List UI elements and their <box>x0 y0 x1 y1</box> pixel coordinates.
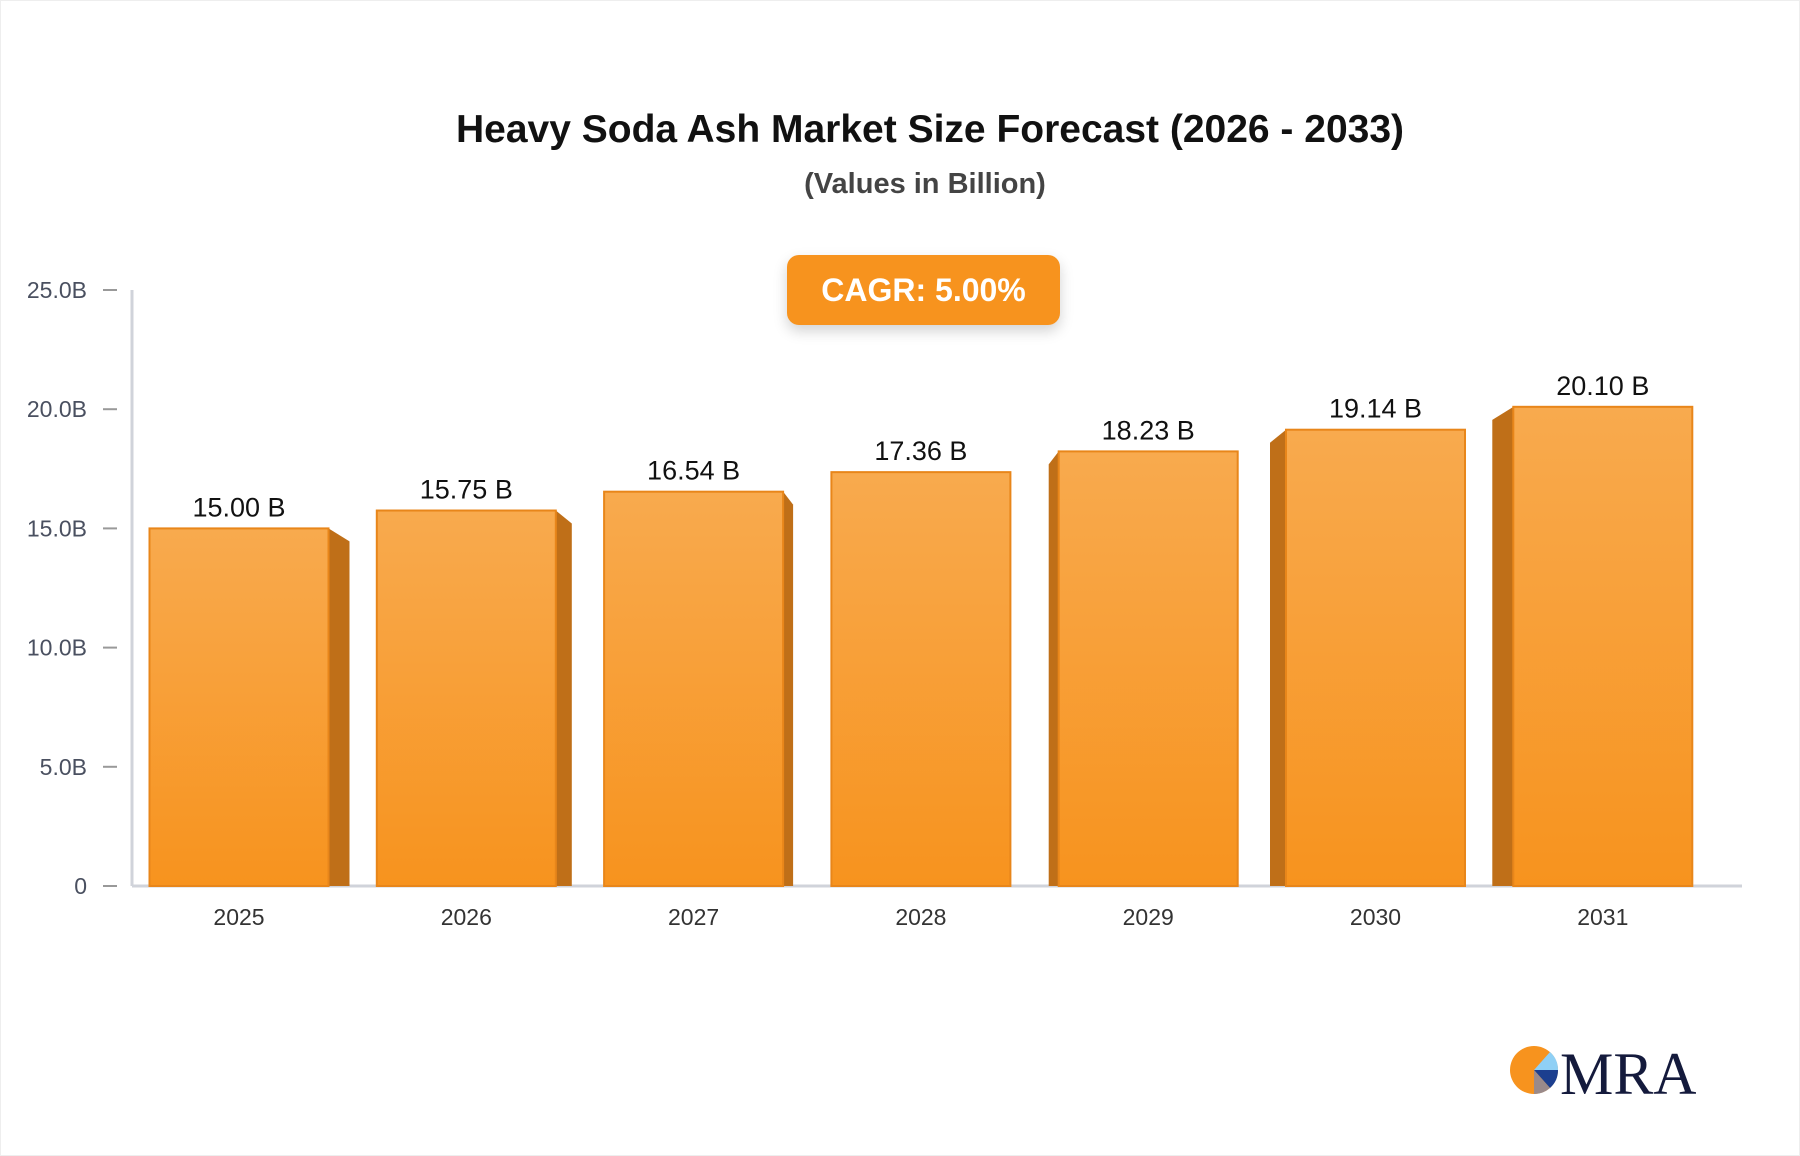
bar <box>1285 428 1466 887</box>
y-tick-label: 25.0B <box>27 277 87 303</box>
bar <box>375 509 557 887</box>
y-tick-label: 20.0B <box>27 396 87 422</box>
bar <box>148 527 330 888</box>
x-tick-label: 2030 <box>1350 904 1401 930</box>
bar <box>830 471 1012 887</box>
svg-text:MRA: MRA <box>1560 1041 1696 1100</box>
chart-title: Heavy Soda Ash Market Size Forecast (202… <box>456 108 1404 151</box>
mra-logo: MRA <box>1510 1041 1696 1100</box>
data-label: 18.23 B <box>1102 415 1195 445</box>
bar-side <box>1492 406 1514 886</box>
bar <box>1057 450 1239 887</box>
data-label: 15.75 B <box>420 475 513 505</box>
x-tick-label: 2029 <box>1123 904 1174 930</box>
x-tick-label: 2031 <box>1577 904 1628 930</box>
x-tick-label: 2026 <box>441 904 492 930</box>
x-tick-label: 2028 <box>895 904 946 930</box>
bar-side <box>1048 451 1059 886</box>
bar-side <box>783 491 794 886</box>
y-tick-label: 0 <box>74 873 87 899</box>
chart-subtitle: (Values in Billion) <box>804 168 1046 200</box>
bar-side <box>555 510 572 886</box>
data-label: 19.14 B <box>1329 394 1422 424</box>
data-label: 20.10 B <box>1556 371 1649 401</box>
data-label: 16.54 B <box>647 456 740 486</box>
y-tick-label: 10.0B <box>27 635 87 661</box>
x-tick-label: 2025 <box>213 904 264 930</box>
x-tick-label: 2027 <box>668 904 719 930</box>
bar <box>1512 405 1694 887</box>
data-label: 17.36 B <box>874 436 967 466</box>
bar <box>603 490 785 887</box>
y-tick-label: 15.0B <box>27 515 87 541</box>
cagr-badge: CAGR: 5.00% <box>787 255 1060 325</box>
data-label: 15.00 B <box>192 492 285 522</box>
bar-side <box>1270 429 1286 886</box>
y-tick-label: 5.0B <box>40 754 87 780</box>
bar-side <box>328 528 350 886</box>
